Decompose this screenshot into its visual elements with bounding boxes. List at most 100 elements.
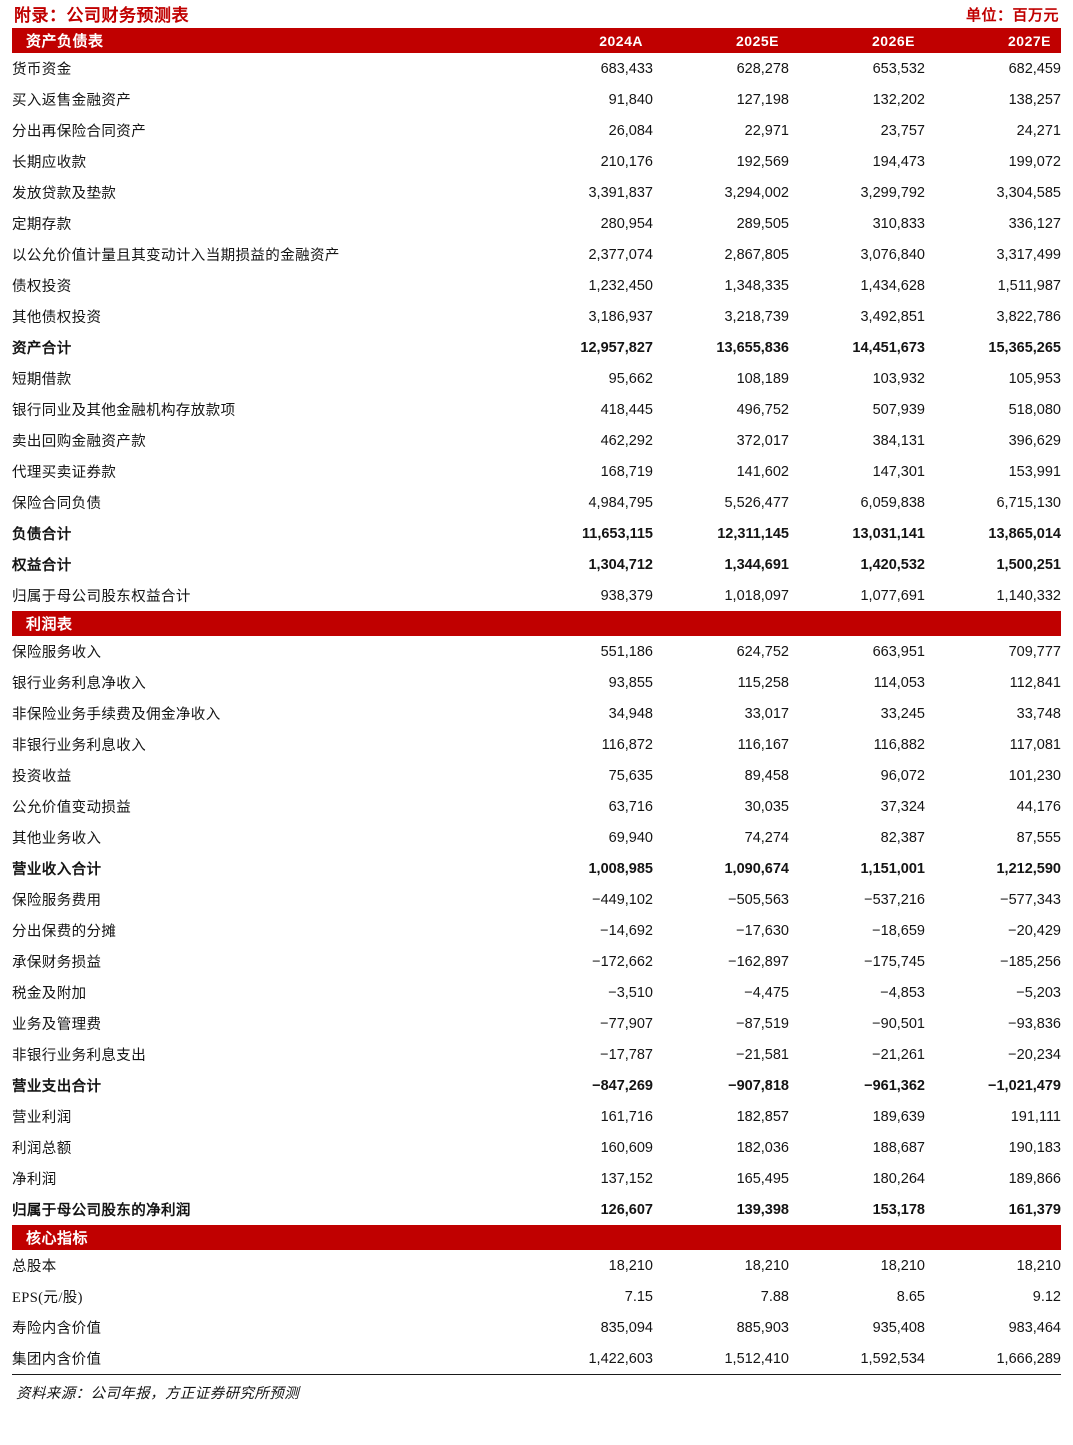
row-value: −17,630 <box>736 922 789 939</box>
row-value: 3,492,851 <box>860 308 925 325</box>
row-label: 长期应收款 <box>12 155 87 171</box>
column-header-2026E: 2026E <box>789 28 925 53</box>
row-value: 23,757 <box>880 122 925 139</box>
row-label: 承保财务损益 <box>12 955 102 971</box>
row-value: 1,077,691 <box>860 587 925 604</box>
row-value: 69,940 <box>608 829 653 846</box>
row-value: 89,458 <box>744 767 789 784</box>
row-value: −449,102 <box>592 891 653 908</box>
table-row: EPS(元/股) 7.15 7.88 8.65 9.12 <box>12 1281 1061 1312</box>
row-value: 11,653,115 <box>582 525 653 542</box>
row-value: 3,391,837 <box>588 184 653 201</box>
table-row: 营业支出合计 −847,269 −907,818 −961,362 −1,021,479 <box>12 1070 1061 1101</box>
row-value: 138,257 <box>1008 91 1061 108</box>
row-value: 1,348,335 <box>724 277 789 294</box>
row-value: 3,294,002 <box>724 184 789 201</box>
column-header-2027E: 2027E <box>925 28 1061 53</box>
row-value: 161,716 <box>600 1108 653 1125</box>
row-value: 1,008,985 <box>588 860 653 877</box>
section-header-spacer <box>653 1225 789 1250</box>
row-value: −3,510 <box>608 984 653 1001</box>
row-label: 以公允价值计量且其变动计入当期损益的金融资产 <box>12 248 340 264</box>
row-value: 139,398 <box>736 1201 789 1218</box>
row-value: 37,324 <box>880 798 925 815</box>
row-label: 集团内含价值 <box>12 1343 517 1375</box>
table-row: 买入返售金融资产 91,840 127,198 132,202 138,257 <box>12 84 1061 115</box>
row-value: 3,218,739 <box>724 308 789 325</box>
row-label: 负债合计 <box>12 527 72 543</box>
row-value: 9.12 <box>1032 1288 1061 1305</box>
row-value: 310,833 <box>872 215 925 232</box>
row-value: 33,245 <box>880 705 925 722</box>
table-row: 代理买卖证券款 168,719 141,602 147,301 153,991 <box>12 456 1061 487</box>
table-row: 银行业务利息净收入 93,855 115,258 114,053 112,841 <box>12 667 1061 698</box>
row-value: 289,505 <box>736 215 789 232</box>
row-value: 935,408 <box>872 1319 925 1336</box>
row-label: 其他业务收入 <box>12 831 102 847</box>
row-value: 24,271 <box>1016 122 1061 139</box>
row-value: 628,278 <box>736 60 789 77</box>
row-value: 1,344,691 <box>724 556 789 573</box>
row-value: 1,666,289 <box>925 1343 1061 1375</box>
table-row: 归属于母公司股东权益合计 938,379 1,018,097 1,077,691 1,1… <box>12 580 1061 611</box>
table-row: 净利润 137,152 165,495 180,264 189,866 <box>12 1163 1061 1194</box>
row-value: 496,752 <box>736 401 789 418</box>
row-value: −172,662 <box>592 953 653 970</box>
table-row: 保险服务费用 −449,102 −505,563 −537,216 −577,343 <box>12 884 1061 915</box>
table-row: 业务及管理费 −77,907 −87,519 −90,501 −93,836 <box>12 1008 1061 1039</box>
table-row: 总股本 18,210 18,210 18,210 18,210 <box>12 1250 1061 1281</box>
row-value: 147,301 <box>872 463 925 480</box>
row-value: 33,017 <box>744 705 789 722</box>
row-value: 13,031,141 <box>852 525 925 542</box>
table-row: 资产合计 12,957,827 13,655,836 14,451,673 15,365… <box>12 332 1061 363</box>
row-label: 债权投资 <box>12 279 72 295</box>
row-value: 189,866 <box>1008 1170 1061 1187</box>
row-value: 82,387 <box>880 829 925 846</box>
row-label: 代理买卖证券款 <box>12 465 117 481</box>
row-label: 银行业务利息净收入 <box>12 676 147 692</box>
table-row: 保险合同负债 4,984,795 5,526,477 6,059,838 6,715,1… <box>12 487 1061 518</box>
row-label: 保险合同负债 <box>12 496 102 512</box>
row-value: −90,501 <box>872 1015 925 1032</box>
table-row: 投资收益 75,635 89,458 96,072 101,230 <box>12 760 1061 791</box>
row-value: 462,292 <box>600 432 653 449</box>
row-value: 161,379 <box>1008 1201 1061 1218</box>
row-value: 153,178 <box>872 1201 925 1218</box>
section-title: 利润表 <box>12 611 517 636</box>
row-value: 18,210 <box>608 1257 653 1274</box>
row-value: 117,081 <box>1009 736 1061 753</box>
row-value: 115,258 <box>737 674 789 691</box>
table-row: 承保财务损益 −172,662 −162,897 −175,745 −185,256 <box>12 946 1061 977</box>
row-value: 372,017 <box>736 432 789 449</box>
row-value: −1,021,479 <box>988 1077 1061 1094</box>
row-label: 营业收入合计 <box>12 862 102 878</box>
row-label: 投资收益 <box>12 769 72 785</box>
row-value: 116,872 <box>601 736 653 753</box>
table-row: 非银行业务利息支出 −17,787 −21,581 −21,261 −20,234 <box>12 1039 1061 1070</box>
table-row: 营业收入合计 1,008,985 1,090,674 1,151,001 1,212,5… <box>12 853 1061 884</box>
table-row: 长期应收款 210,176 192,569 194,473 199,072 <box>12 146 1061 177</box>
row-value: 3,317,499 <box>996 246 1061 263</box>
row-value: 160,609 <box>600 1139 653 1156</box>
section-header-row: 利润表 <box>12 611 1061 636</box>
row-label: 非保险业务手续费及佣金净收入 <box>12 707 221 723</box>
row-value: −93,836 <box>1008 1015 1061 1032</box>
row-value: 1,140,332 <box>996 587 1061 604</box>
row-value: 682,459 <box>1008 60 1061 77</box>
row-value: 1,212,590 <box>996 860 1061 877</box>
section-header-spacer <box>925 1225 1061 1250</box>
row-value: 1,090,674 <box>724 860 789 877</box>
table-row: 债权投资 1,232,450 1,348,335 1,434,628 1,511,987 <box>12 270 1061 301</box>
row-value: −20,234 <box>1008 1046 1061 1063</box>
row-label: 发放贷款及垫款 <box>12 186 117 202</box>
section-header-row: 核心指标 <box>12 1225 1061 1250</box>
row-value: 101,230 <box>1008 767 1061 784</box>
table-row: 定期存款 280,954 289,505 310,833 336,127 <box>12 208 1061 239</box>
row-value: 194,473 <box>872 153 925 170</box>
row-label: 分出保费的分摊 <box>12 924 117 940</box>
row-label: 货币资金 <box>12 62 72 78</box>
row-label: 买入返售金融资产 <box>12 93 132 109</box>
row-label: 保险服务费用 <box>12 893 102 909</box>
row-value: 3,076,840 <box>860 246 925 263</box>
section-header-spacer <box>653 611 789 636</box>
